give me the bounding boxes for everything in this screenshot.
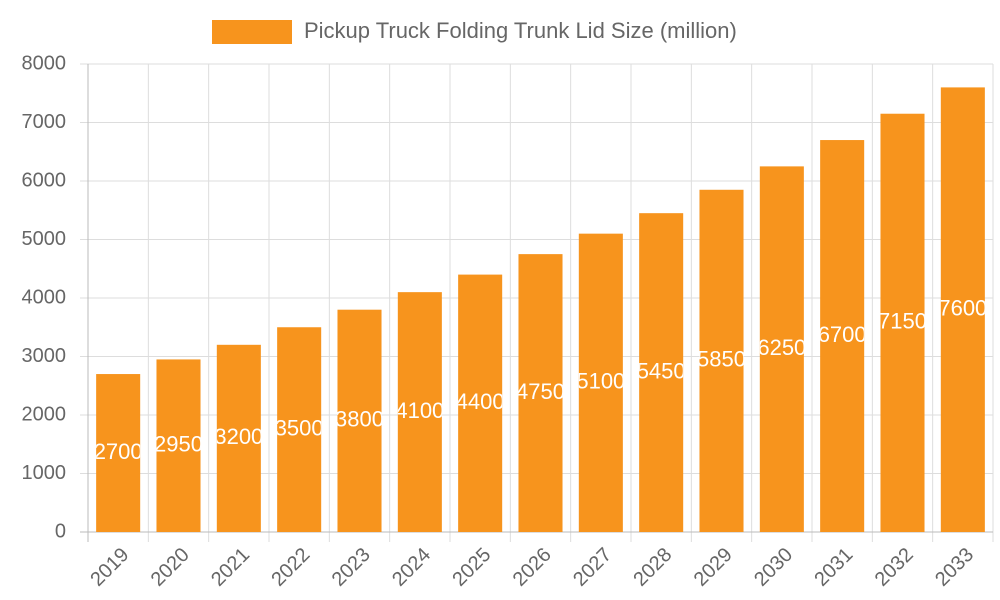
bar — [458, 274, 503, 532]
x-tick-label: 2023 — [328, 544, 375, 591]
x-tick-label: 2021 — [207, 544, 254, 591]
bar — [759, 166, 804, 532]
x-tick-label: 2019 — [86, 544, 133, 591]
bar — [216, 344, 261, 532]
y-tick-label: 2000 — [22, 403, 67, 425]
x-tick-label: 2027 — [569, 544, 616, 591]
x-tick-label: 2033 — [931, 544, 978, 591]
legend-swatch — [212, 20, 292, 44]
x-tick-label: 2028 — [629, 544, 676, 591]
data-label: 5850 — [697, 347, 746, 372]
data-label: 5100 — [576, 369, 625, 394]
data-label: 4100 — [395, 398, 444, 423]
x-tick-label: 2030 — [750, 544, 797, 591]
data-label: 3200 — [214, 424, 263, 449]
bar — [518, 254, 563, 532]
x-tick-label: 2032 — [871, 544, 918, 591]
x-tick-label: 2025 — [448, 544, 495, 591]
x-tick-label: 2026 — [509, 544, 556, 591]
bar — [880, 113, 925, 532]
data-label: 6250 — [757, 335, 806, 360]
bar — [397, 292, 442, 532]
x-tick-label: 2022 — [267, 544, 314, 591]
data-label: 6700 — [818, 322, 867, 347]
x-tick-label: 2031 — [810, 544, 857, 591]
bar — [699, 189, 744, 532]
data-label: 2700 — [94, 439, 143, 464]
y-tick-label: 8000 — [22, 52, 67, 74]
data-label: 3800 — [335, 407, 384, 432]
x-tick-label: 2020 — [147, 544, 194, 591]
data-label: 4750 — [516, 379, 565, 404]
x-tick-label: 2024 — [388, 544, 435, 591]
y-tick-label: 3000 — [22, 345, 67, 367]
y-tick-label: 7000 — [22, 111, 67, 133]
data-label: 7150 — [878, 309, 927, 334]
y-tick-label: 4000 — [22, 286, 67, 308]
data-label: 7600 — [938, 296, 987, 321]
bar — [277, 327, 322, 532]
bar — [940, 87, 985, 533]
bar — [156, 359, 201, 532]
data-label: 5450 — [637, 358, 686, 383]
bar — [578, 233, 623, 532]
legend-label: Pickup Truck Folding Trunk Lid Size (mil… — [304, 18, 737, 43]
bar — [820, 140, 865, 533]
y-tick-label: 1000 — [22, 462, 67, 484]
data-label: 3500 — [275, 415, 324, 440]
data-label: 2950 — [154, 432, 203, 457]
bar — [639, 213, 684, 533]
y-tick-label: 6000 — [22, 169, 67, 191]
x-tick-label: 2029 — [690, 544, 737, 591]
bar — [337, 309, 382, 532]
y-tick-label: 5000 — [22, 228, 67, 250]
y-tick-label: 0 — [55, 520, 66, 542]
data-label: 4400 — [456, 389, 505, 414]
bar — [96, 374, 141, 532]
